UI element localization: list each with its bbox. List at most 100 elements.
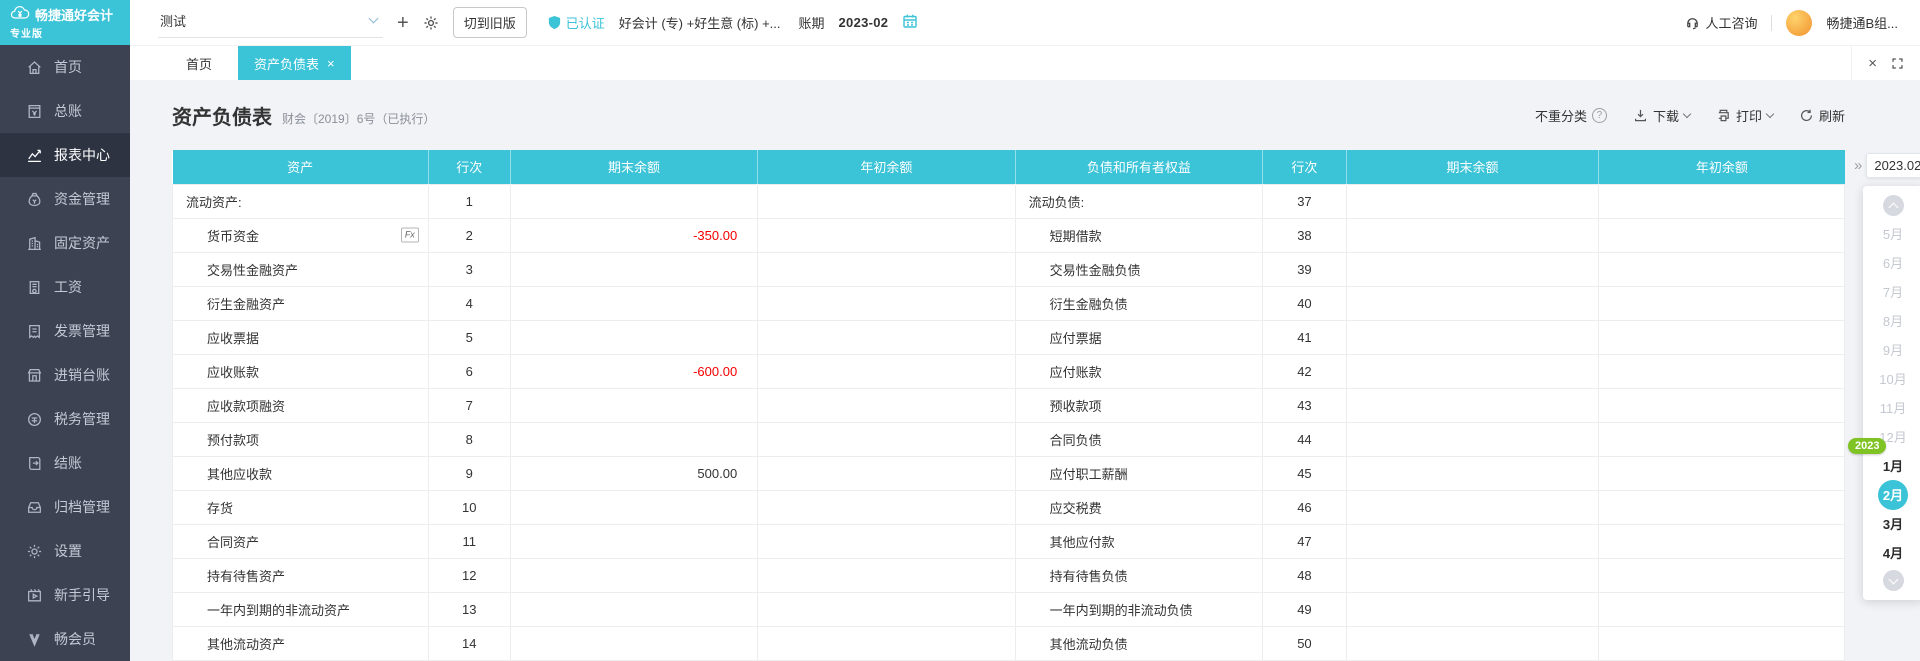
cell-end_b[interactable] bbox=[1345, 625, 1600, 661]
sidebar-item-fixed-assets[interactable]: 固定资产 bbox=[0, 221, 130, 265]
cell-end_a[interactable] bbox=[509, 319, 759, 355]
product-bundle-label[interactable]: 好会计 (专) +好生意 (标) +... bbox=[618, 16, 781, 31]
cell-begin_a[interactable] bbox=[757, 625, 1016, 661]
cell-begin_b[interactable] bbox=[1598, 625, 1845, 661]
workspace-selector[interactable]: 测试 bbox=[158, 7, 383, 38]
cell-begin_a[interactable] bbox=[757, 387, 1016, 423]
formula-icon[interactable]: Fx bbox=[400, 227, 419, 243]
cell-begin_b[interactable] bbox=[1598, 387, 1845, 423]
cell-end_a[interactable]: -600.00 bbox=[509, 353, 759, 389]
month-item-5月[interactable]: 5月 bbox=[1863, 219, 1920, 248]
cell-end_a[interactable]: -350.00 bbox=[509, 217, 759, 253]
month-item-7月[interactable]: 7月 bbox=[1863, 277, 1920, 306]
help-circle-icon[interactable]: ? bbox=[1591, 107, 1607, 123]
sidebar-item-settings[interactable]: 设置 bbox=[0, 529, 130, 573]
current-period-box[interactable]: 2023.02 bbox=[1866, 153, 1920, 178]
cell-begin_b[interactable] bbox=[1598, 591, 1845, 627]
cell-begin_b[interactable] bbox=[1598, 319, 1845, 355]
cell-begin_a[interactable] bbox=[757, 319, 1016, 355]
cell-begin_a[interactable] bbox=[757, 421, 1016, 457]
sidebar-item-tax[interactable]: 税务管理 bbox=[0, 397, 130, 441]
sidebar-item-invoice[interactable]: 发票管理 bbox=[0, 309, 130, 353]
cell-begin_b[interactable] bbox=[1598, 353, 1845, 389]
cell-begin_b[interactable] bbox=[1598, 523, 1845, 559]
cell-begin_a[interactable] bbox=[757, 217, 1016, 253]
cell-end_b[interactable] bbox=[1345, 489, 1600, 525]
month-item-2月[interactable]: 2月 bbox=[1863, 479, 1920, 510]
cell-begin_a[interactable] bbox=[757, 489, 1016, 525]
cell-end_b[interactable] bbox=[1345, 183, 1600, 219]
download-button[interactable]: 下载 bbox=[1633, 106, 1692, 125]
tab-home[interactable]: 首页 bbox=[186, 56, 213, 72]
tab-close-icon[interactable]: × bbox=[327, 55, 335, 71]
reclassify-toggle[interactable]: 不重分类 ? bbox=[1535, 106, 1607, 125]
cell-end_b[interactable] bbox=[1345, 591, 1600, 627]
cell-begin_a[interactable] bbox=[757, 183, 1016, 219]
cell-end_a[interactable] bbox=[509, 183, 759, 219]
month-item-11月[interactable]: 11月 bbox=[1863, 393, 1920, 422]
cell-begin_b[interactable] bbox=[1598, 183, 1845, 219]
fullscreen-icon[interactable] bbox=[1891, 57, 1904, 70]
sidebar-item-report-center[interactable]: 报表中心 bbox=[0, 133, 130, 177]
calendar-icon[interactable] bbox=[902, 13, 918, 32]
cell-begin_a[interactable] bbox=[757, 251, 1016, 287]
cell-begin_b[interactable] bbox=[1598, 557, 1845, 593]
cell-begin_b[interactable] bbox=[1598, 251, 1845, 287]
cell-end_a[interactable] bbox=[509, 285, 759, 321]
cell-end_b[interactable] bbox=[1345, 285, 1600, 321]
collapse-panel-icon[interactable]: » bbox=[1854, 157, 1863, 174]
cell-end_b[interactable] bbox=[1345, 557, 1600, 593]
verified-badge[interactable]: 已认证 bbox=[547, 13, 605, 32]
cell-end_a[interactable] bbox=[509, 489, 759, 525]
cell-end_a[interactable] bbox=[509, 251, 759, 287]
switch-old-version-button[interactable]: 切到旧版 bbox=[452, 7, 527, 38]
sidebar-item-payroll[interactable]: 工资 bbox=[0, 265, 130, 309]
cell-begin_b[interactable] bbox=[1598, 489, 1845, 525]
cell-end_b[interactable] bbox=[1345, 523, 1600, 559]
month-item-6月[interactable]: 6月 bbox=[1863, 248, 1920, 277]
period-value[interactable]: 2023-02 bbox=[838, 15, 889, 30]
month-item-4月[interactable]: 4月 bbox=[1863, 538, 1920, 567]
user-name[interactable]: 畅捷通B组... bbox=[1826, 16, 1898, 31]
cell-end_a[interactable] bbox=[509, 387, 759, 423]
month-item-12月[interactable]: 12月 bbox=[1863, 422, 1920, 451]
month-item-1月[interactable]: 1月 bbox=[1863, 451, 1920, 480]
cell-end_a[interactable] bbox=[509, 557, 759, 593]
cell-end_b[interactable] bbox=[1345, 455, 1600, 491]
scroll-down-icon[interactable] bbox=[1882, 570, 1904, 591]
sidebar-item-home[interactable]: 首页 bbox=[0, 45, 130, 89]
refresh-button[interactable]: 刷新 bbox=[1799, 106, 1845, 125]
cell-end_b[interactable] bbox=[1345, 353, 1600, 389]
cell-begin_b[interactable] bbox=[1598, 421, 1845, 457]
tab-balance-sheet[interactable]: 资产负债表 × bbox=[238, 46, 351, 80]
cell-end_b[interactable] bbox=[1345, 421, 1600, 457]
sidebar-item-ledger[interactable]: 总账 bbox=[0, 89, 130, 133]
sidebar-item-closing[interactable]: 结账 bbox=[0, 441, 130, 485]
cell-begin_a[interactable] bbox=[757, 353, 1016, 389]
cell-end_b[interactable] bbox=[1345, 319, 1600, 355]
print-button[interactable]: 打印 bbox=[1716, 106, 1775, 125]
cell-begin_b[interactable] bbox=[1598, 455, 1845, 491]
month-item-8月[interactable]: 8月 bbox=[1863, 306, 1920, 335]
sidebar-item-funds[interactable]: 资金管理 bbox=[0, 177, 130, 221]
cell-end_a[interactable] bbox=[509, 625, 759, 661]
cell-begin_a[interactable] bbox=[757, 285, 1016, 321]
cell-begin_b[interactable] bbox=[1598, 285, 1845, 321]
support-link[interactable]: 人工咨询 bbox=[1685, 13, 1757, 32]
sidebar-item-archive[interactable]: 归档管理 bbox=[0, 485, 130, 529]
cell-begin_b[interactable] bbox=[1598, 217, 1845, 253]
cell-begin_a[interactable] bbox=[757, 557, 1016, 593]
close-all-tabs-icon[interactable]: × bbox=[1868, 54, 1877, 72]
cell-end_a[interactable] bbox=[509, 421, 759, 457]
sidebar-item-guide[interactable]: 新手引导 bbox=[0, 573, 130, 617]
sidebar-item-member[interactable]: 畅会员 bbox=[0, 617, 130, 661]
cell-end_b[interactable] bbox=[1345, 217, 1600, 253]
add-account-set-button[interactable]: + bbox=[397, 11, 409, 34]
scroll-up-icon[interactable] bbox=[1882, 195, 1904, 216]
month-item-9月[interactable]: 9月 bbox=[1863, 335, 1920, 364]
cell-end_a[interactable]: 500.00 bbox=[509, 455, 759, 491]
cell-begin_a[interactable] bbox=[757, 523, 1016, 559]
avatar[interactable] bbox=[1786, 9, 1813, 36]
cell-end_a[interactable] bbox=[509, 591, 759, 627]
month-item-3月[interactable]: 3月 bbox=[1863, 509, 1920, 538]
